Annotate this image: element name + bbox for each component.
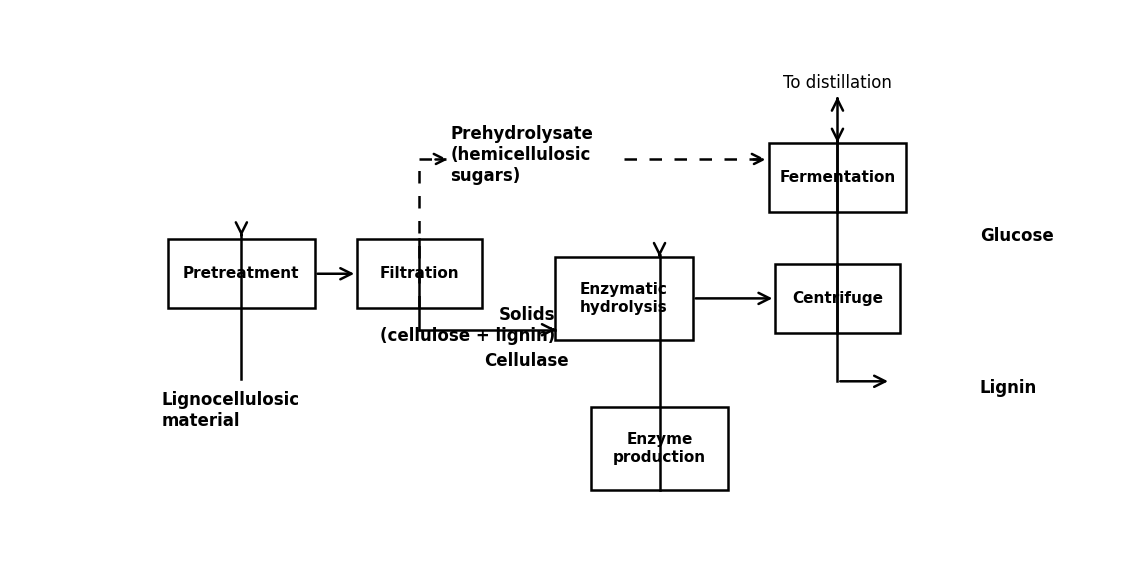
Text: Fermentation: Fermentation <box>779 170 895 185</box>
FancyBboxPatch shape <box>357 239 482 308</box>
Text: Enzymatic
hydrolysis: Enzymatic hydrolysis <box>580 282 668 315</box>
FancyBboxPatch shape <box>168 239 315 308</box>
Text: Prehydrolysate
(hemicellulosic
sugars): Prehydrolysate (hemicellulosic sugars) <box>450 125 594 185</box>
Text: Centrifuge: Centrifuge <box>792 291 883 306</box>
FancyBboxPatch shape <box>590 407 729 490</box>
Text: Filtration: Filtration <box>380 266 459 281</box>
Text: Lignin: Lignin <box>980 379 1037 397</box>
Text: Solids
(cellulose + lignin): Solids (cellulose + lignin) <box>380 306 556 345</box>
Text: Pretreatment: Pretreatment <box>184 266 300 281</box>
Text: Lignocellulosic
material: Lignocellulosic material <box>161 391 300 430</box>
Text: To distillation: To distillation <box>783 74 892 93</box>
FancyBboxPatch shape <box>554 257 693 340</box>
Text: Cellulase: Cellulase <box>484 352 568 370</box>
Text: Glucose: Glucose <box>980 226 1054 244</box>
FancyBboxPatch shape <box>768 143 907 212</box>
Text: Enzyme
production: Enzyme production <box>613 432 706 464</box>
FancyBboxPatch shape <box>775 264 900 333</box>
